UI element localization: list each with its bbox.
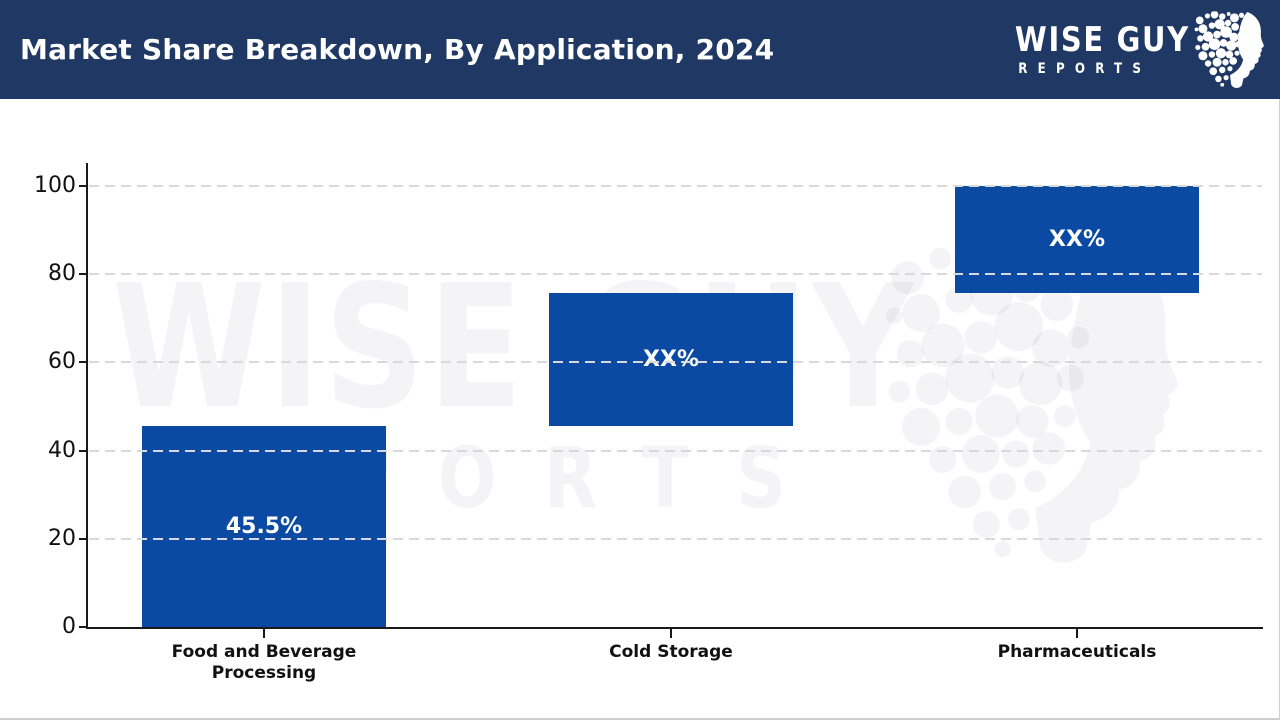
y-tick-40 <box>79 449 87 452</box>
bar-food-and-beverage-processing: 45.5% <box>142 426 386 627</box>
y-tick-80 <box>79 273 87 276</box>
page-title: Market Share Breakdown, By Application, … <box>20 33 775 66</box>
brand-subtext: REPORTS <box>1018 61 1152 77</box>
brand-wordmark: WISE GUY <box>1015 20 1190 60</box>
y-tick-label-100: 100 <box>34 173 76 198</box>
bar-value-label-cold-storage: XX% <box>643 347 699 373</box>
y-tick-label-0: 0 <box>62 614 76 639</box>
gridline-20 <box>89 537 1262 540</box>
y-tick-label-20: 20 <box>48 525 76 551</box>
x-axis-label-food-and-beverage-processing: Food and Beverage Processing <box>171 642 357 684</box>
y-tick-100 <box>79 185 87 187</box>
brand-logo: WISE GUY REPORTS <box>984 0 1266 99</box>
x-tick-cold-storage <box>670 629 672 638</box>
bar-cold-storage: XX% <box>549 292 793 427</box>
x-axis-spine <box>86 627 1263 629</box>
brand-head-icon <box>1192 10 1266 90</box>
y-tick-20 <box>79 537 87 540</box>
y-tick-label-60: 60 <box>48 349 76 375</box>
x-tick-pharmaceuticals <box>1076 629 1078 638</box>
gridline-80 <box>89 273 1262 276</box>
y-tick-label-80: 80 <box>48 261 76 287</box>
bar-value-label-pharmaceuticals: XX% <box>1049 226 1105 252</box>
y-tick-60 <box>79 361 87 364</box>
gridline-100 <box>89 185 1262 187</box>
gridline-40 <box>89 449 1262 452</box>
y-axis-spine <box>86 163 88 629</box>
y-tick-0 <box>79 626 87 628</box>
x-axis-label-pharmaceuticals: Pharmaceuticals <box>997 642 1157 662</box>
bar-value-label-food-and-beverage-processing: 45.5% <box>225 514 303 540</box>
x-tick-food-and-beverage-processing <box>263 629 265 638</box>
header-bar: Market Share Breakdown, By Application, … <box>0 0 1280 99</box>
gridline-60 <box>89 361 1262 364</box>
y-tick-label-40: 40 <box>48 437 76 463</box>
x-axis-label-cold-storage: Cold Storage <box>609 642 733 662</box>
bar-pharmaceuticals: XX% <box>955 186 1199 293</box>
